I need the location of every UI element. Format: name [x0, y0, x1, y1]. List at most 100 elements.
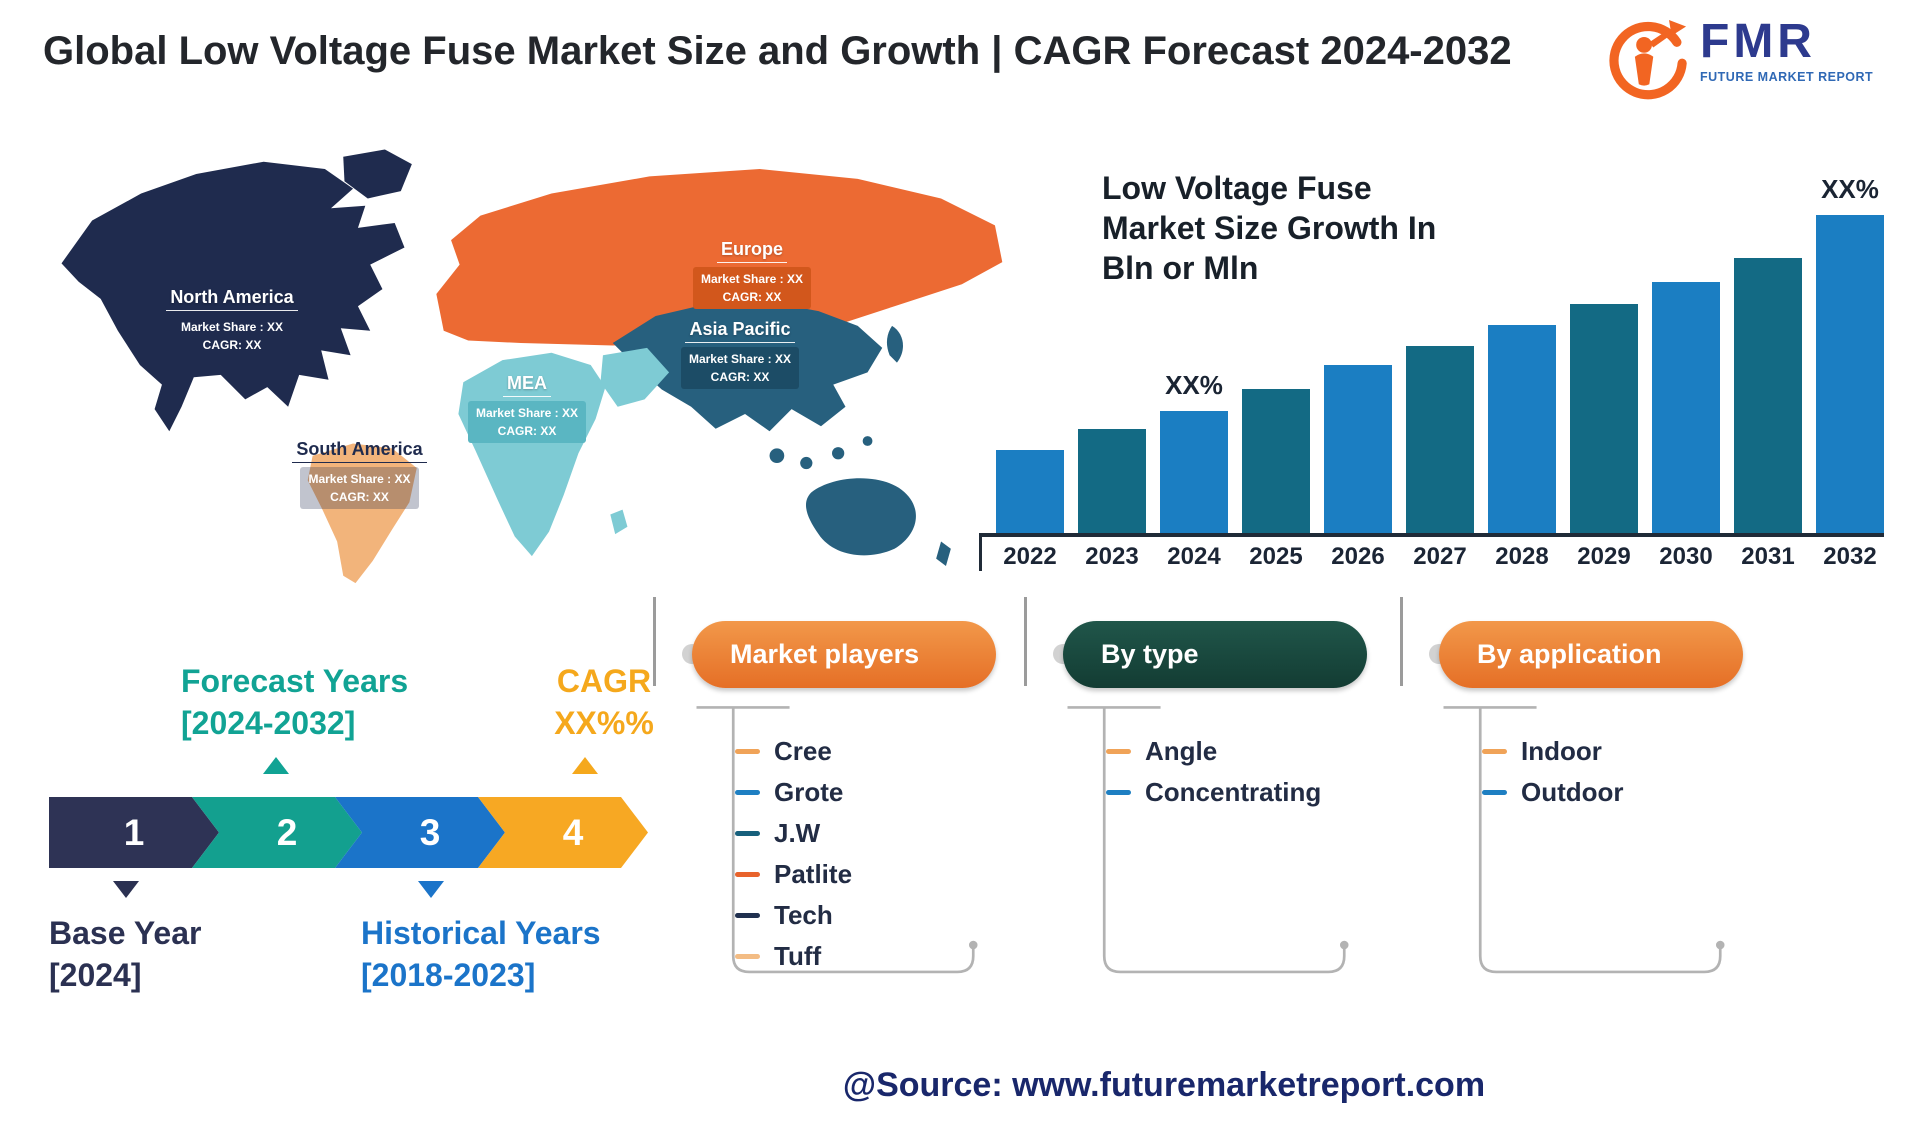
- chart-title-line: Bln or Mln: [1102, 250, 1259, 286]
- source-link[interactable]: @Source: www.futuremarketreport.com: [842, 1066, 1486, 1104]
- region-details: Market Share : XX CAGR: XX: [680, 347, 800, 390]
- bar-2031: 2031: [1734, 258, 1802, 570]
- region-cagr: CAGR: XX: [202, 338, 262, 353]
- bar-year: 2026: [1331, 543, 1385, 570]
- item-dash-icon: [1106, 790, 1131, 795]
- region-name: North America: [166, 287, 298, 312]
- base-year-callout: Base Year [2024]: [49, 913, 201, 996]
- panel-bracket: [1443, 706, 1725, 974]
- segment-number: 1: [123, 811, 145, 853]
- item-label: Tech: [774, 900, 833, 930]
- region-share: Market Share : XX: [475, 406, 579, 421]
- item-label: Outdoor: [1521, 777, 1624, 807]
- bar-annotation: XX%: [1821, 174, 1879, 204]
- bar-2026: 2026: [1324, 365, 1392, 570]
- fmr-logo: FMR FUTURE MARKET REPORT: [1606, 15, 1873, 100]
- historical-callout: Historical Years [2018-2023]: [361, 913, 601, 996]
- fmr-logo-icon: [1609, 19, 1687, 100]
- bar-2022: 2022: [996, 450, 1064, 570]
- historical-line1: Historical Years: [361, 915, 601, 951]
- chart-title: Low Voltage Fuse Market Size Growth In B…: [1102, 168, 1436, 288]
- bar-2027: 2027: [1406, 346, 1474, 570]
- region-name: South America: [292, 439, 427, 464]
- list-item: Cree: [692, 731, 1022, 772]
- item-label: Cree: [774, 736, 832, 766]
- chart-title-line: Market Size Growth In: [1102, 210, 1437, 246]
- bar-rect: [996, 450, 1064, 533]
- bar-rect: [1652, 282, 1720, 533]
- forecast-arrow-icon: [263, 757, 289, 774]
- by-application-pill: By application: [1439, 621, 1743, 688]
- cagr-line1: CAGR: [556, 663, 652, 699]
- item-dash-icon: [1106, 749, 1131, 754]
- segment-number: 3: [419, 811, 441, 853]
- bar-2028: 2028: [1488, 325, 1556, 570]
- page-title: Global Low Voltage Fuse Market Size and …: [43, 29, 1512, 73]
- cagr-line2: XX%%: [554, 704, 654, 741]
- bar-2023: 2023: [1078, 429, 1146, 570]
- item-dash-icon: [735, 749, 760, 754]
- island: [862, 436, 873, 446]
- continent-south-america: [307, 443, 417, 584]
- bar-2032: XX% 2032: [1816, 174, 1884, 570]
- region-cagr: CAGR: XX: [330, 490, 389, 505]
- list-item: J.W: [692, 813, 1022, 854]
- bar-year: 2024: [1167, 543, 1221, 570]
- list-item: Tuff: [692, 936, 1022, 977]
- bar-2025: 2025: [1242, 389, 1310, 570]
- world-map-svg: [61, 149, 1003, 584]
- bar-year: 2032: [1823, 543, 1877, 570]
- market-players-pill: Market players: [692, 621, 996, 688]
- pill-label: By application: [1477, 639, 1662, 669]
- chart-title-line: Low Voltage Fuse: [1102, 170, 1372, 206]
- bar-year: 2027: [1413, 543, 1467, 570]
- region-details: Market Share : XX CAGR: XX: [692, 267, 812, 310]
- item-dash-icon: [735, 913, 760, 918]
- by-application-list: Indoor Outdoor: [1439, 731, 1769, 813]
- pill-label: By type: [1101, 639, 1199, 669]
- timeline-segment-3: 3: [335, 797, 505, 868]
- historical-line2: [2018-2023]: [361, 956, 536, 993]
- logo-text: FMR FUTURE MARKET REPORT: [1700, 15, 1873, 84]
- bar-2024: XX% 2024: [1160, 370, 1228, 570]
- bar-rect: [1488, 325, 1556, 533]
- bar-rect: [1816, 215, 1884, 533]
- arabia: [600, 347, 670, 407]
- base-year-arrow-icon: [113, 881, 139, 898]
- cagr-arrow-icon: [572, 757, 598, 774]
- forecast-line2: [2024-2032]: [181, 704, 356, 741]
- list-item: Outdoor: [1439, 772, 1769, 813]
- region-name: Asia Pacific: [685, 319, 795, 344]
- logo-abbr: FMR: [1700, 15, 1816, 68]
- list-item: Indoor: [1439, 731, 1769, 772]
- bar-rect: [1324, 365, 1392, 533]
- by-type-list: Angle Concentrating: [1063, 731, 1393, 813]
- region-label-mea: MEA Market Share : XX CAGR: XX: [457, 373, 597, 444]
- region-label-north-america: North America Market Share : XX CAGR: XX: [157, 287, 307, 357]
- madagascar: [610, 509, 628, 535]
- region-share: Market Share : XX: [180, 320, 284, 335]
- bar-rect: [1406, 346, 1474, 533]
- region-name: MEA: [503, 373, 551, 398]
- timeline: Forecast Years [2024-2032] CAGR XX%% 1 2…: [49, 661, 689, 1001]
- item-dash-icon: [1482, 790, 1507, 795]
- item-label: Concentrating: [1145, 777, 1322, 807]
- bar-2030: 2030: [1652, 282, 1720, 570]
- bar-2029: 2029: [1570, 304, 1638, 570]
- region-details: Market Share : XX CAGR: XX: [173, 315, 291, 357]
- bar-rect: [1570, 304, 1638, 533]
- region-label-asia-pacific: Asia Pacific Market Share : XX CAGR: XX: [655, 319, 825, 390]
- bar-annotation: XX%: [1165, 370, 1223, 400]
- panel-bracket: [1067, 706, 1349, 974]
- greenland: [343, 149, 412, 199]
- forecast-line1: Forecast Years: [181, 663, 409, 699]
- new-zealand: [936, 541, 951, 566]
- timeline-bar: 1 2 3 4: [49, 797, 648, 868]
- list-item: Tech: [692, 895, 1022, 936]
- region-cagr: CAGR: XX: [497, 424, 557, 439]
- list-item: Grote: [692, 772, 1022, 813]
- item-dash-icon: [735, 831, 760, 836]
- bar-rect: [1734, 258, 1802, 533]
- region-label-south-america: South America Market Share : XX CAGR: XX: [272, 439, 447, 510]
